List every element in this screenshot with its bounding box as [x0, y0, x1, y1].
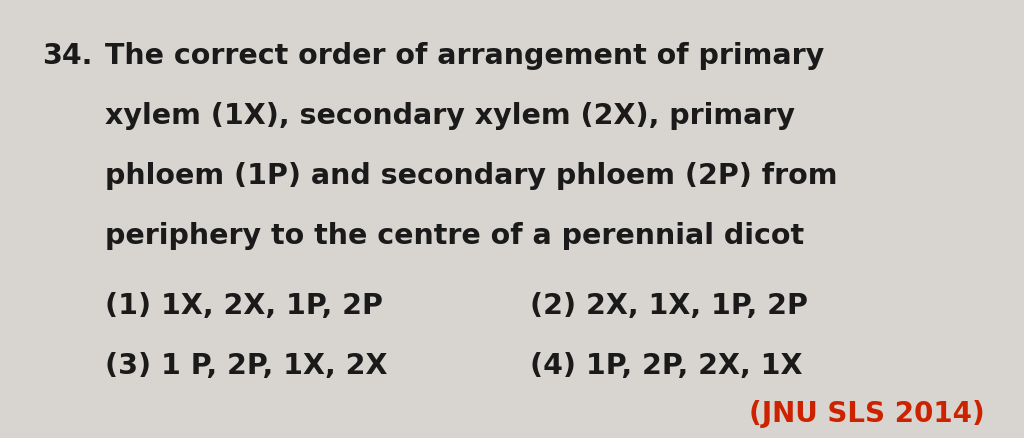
Text: (3) 1 P, 2P, 1X, 2X: (3) 1 P, 2P, 1X, 2X: [105, 351, 387, 379]
Text: phloem (1P) and secondary phloem (2P) from: phloem (1P) and secondary phloem (2P) fr…: [105, 162, 838, 190]
Text: (JNU SLS 2014): (JNU SLS 2014): [750, 399, 985, 427]
Text: 34.: 34.: [42, 42, 92, 70]
Text: periphery to the centre of a perennial dicot: periphery to the centre of a perennial d…: [105, 222, 804, 249]
Text: The correct order of arrangement of primary: The correct order of arrangement of prim…: [105, 42, 824, 70]
Text: (1) 1X, 2X, 1P, 2P: (1) 1X, 2X, 1P, 2P: [105, 291, 383, 319]
Text: (4) 1P, 2P, 2X, 1X: (4) 1P, 2P, 2X, 1X: [530, 351, 803, 379]
Text: (2) 2X, 1X, 1P, 2P: (2) 2X, 1X, 1P, 2P: [530, 291, 808, 319]
Text: xylem (1X), secondary xylem (2X), primary: xylem (1X), secondary xylem (2X), primar…: [105, 102, 795, 130]
